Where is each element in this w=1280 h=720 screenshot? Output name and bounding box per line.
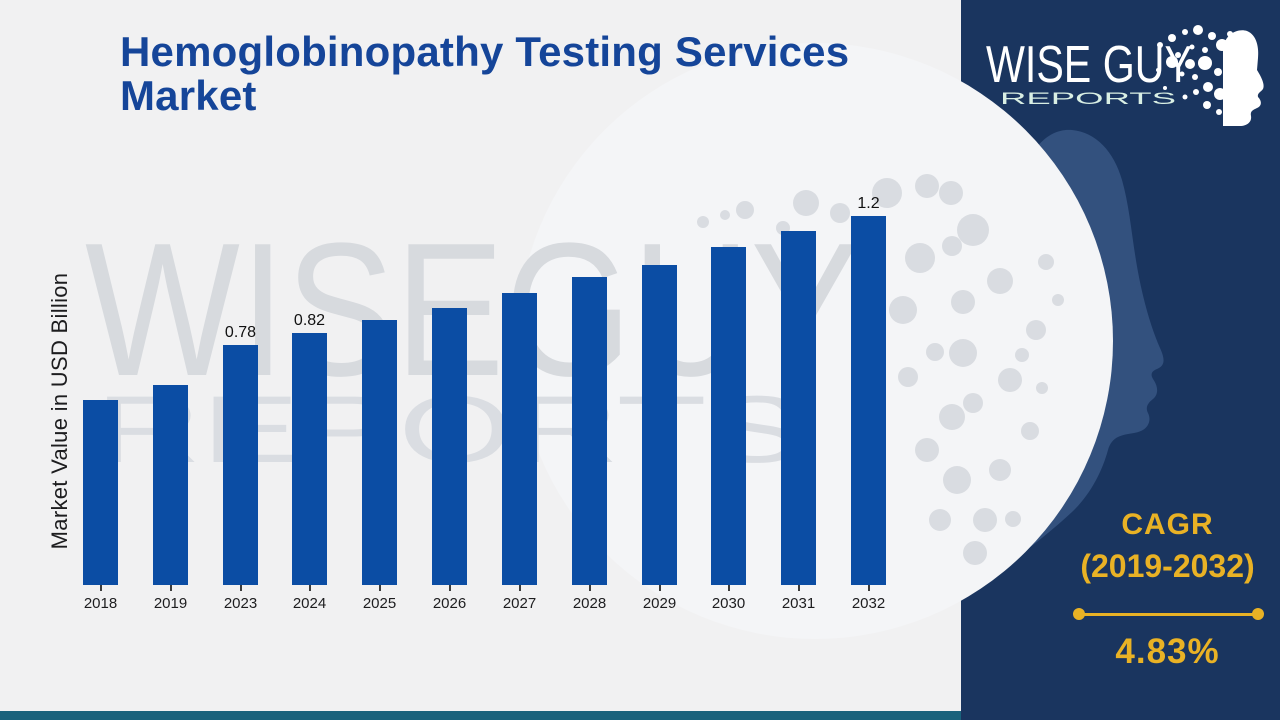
x-axis-tick-label: 2030: [711, 595, 746, 612]
x-axis-tick: [589, 585, 591, 591]
x-axis-tick: [170, 585, 172, 591]
bar: [502, 293, 537, 585]
x-axis-tick-label: 2023: [223, 595, 258, 612]
x-axis-tick-label: 2026: [432, 595, 467, 612]
x-axis-tick-label: 2027: [502, 595, 537, 612]
cagr-value: 4.83%: [1115, 632, 1220, 671]
bar: [781, 231, 816, 585]
x-axis-tick: [309, 585, 311, 591]
bar: [851, 216, 886, 585]
bar: [223, 345, 258, 585]
cagr-divider-dot-left: [1073, 608, 1085, 620]
x-axis-tick: [798, 585, 800, 591]
bar-value-label: 1.2: [857, 195, 880, 212]
x-axis-tick: [379, 585, 381, 591]
bar: [83, 400, 118, 585]
x-axis-tick-label: 2019: [153, 595, 188, 612]
x-axis-tick-label: 2024: [292, 595, 327, 612]
x-axis-tick-label: 2029: [642, 595, 677, 612]
x-axis-tick: [868, 585, 870, 591]
cagr-divider-line: [1079, 613, 1259, 616]
x-axis-tick: [100, 585, 102, 591]
x-axis-tick-label: 2031: [781, 595, 816, 612]
footer-strip: [0, 711, 961, 720]
x-axis-tick: [240, 585, 242, 591]
x-axis-tick: [449, 585, 451, 591]
x-axis-tick-label: 2025: [362, 595, 397, 612]
bar: [432, 308, 467, 585]
cagr-divider-dot-right: [1252, 608, 1264, 620]
cagr-range: (2019-2032): [1080, 548, 1255, 584]
bar-value-label: 0.78: [224, 324, 257, 341]
x-axis-tick-label: 2028: [572, 595, 607, 612]
bar: [153, 385, 188, 585]
bar: [572, 277, 607, 585]
bar: [711, 247, 746, 585]
x-axis-tick: [728, 585, 730, 591]
cagr-label: CAGR: [1121, 508, 1214, 541]
bar: [362, 320, 397, 585]
x-axis-tick-label: 2032: [851, 595, 886, 612]
x-axis-tick: [519, 585, 521, 591]
x-axis-tick-label: 2018: [83, 595, 118, 612]
bar: [292, 333, 327, 585]
bar-value-label: 0.82: [293, 312, 326, 329]
x-axis-tick: [659, 585, 661, 591]
page-title: Hemoglobinopathy Testing Services Market: [120, 28, 850, 120]
bar: [642, 265, 677, 585]
